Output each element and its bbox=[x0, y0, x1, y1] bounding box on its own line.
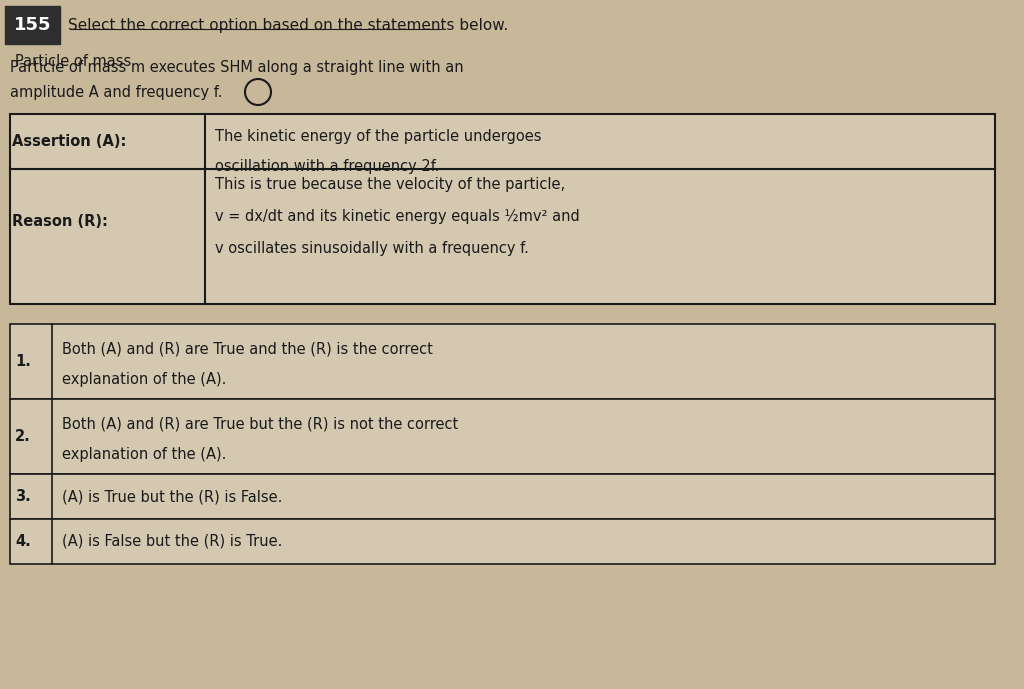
Polygon shape bbox=[10, 399, 995, 474]
Text: amplitude A and frequency f.: amplitude A and frequency f. bbox=[10, 85, 222, 99]
Text: Both (A) and (R) are True and the (R) is the correct: Both (A) and (R) are True and the (R) is… bbox=[62, 341, 433, 356]
Text: v oscillates sinusoidally with a frequency f.: v oscillates sinusoidally with a frequen… bbox=[215, 241, 528, 256]
FancyBboxPatch shape bbox=[5, 6, 60, 44]
Polygon shape bbox=[10, 324, 995, 399]
Text: (A) is False but the (R) is True.: (A) is False but the (R) is True. bbox=[62, 534, 283, 549]
Text: Particle of mass m executes SHM along a straight line with an: Particle of mass m executes SHM along a … bbox=[10, 59, 464, 74]
Text: The kinetic energy of the particle undergoes: The kinetic energy of the particle under… bbox=[215, 129, 542, 144]
Polygon shape bbox=[10, 519, 995, 564]
Text: 155: 155 bbox=[13, 16, 51, 34]
Text: 3.: 3. bbox=[15, 489, 31, 504]
Text: oscillation with a frequency 2f.: oscillation with a frequency 2f. bbox=[215, 159, 439, 174]
Text: 4.: 4. bbox=[15, 534, 31, 549]
Polygon shape bbox=[10, 114, 995, 304]
Text: Select the correct option based on the statements below.: Select the correct option based on the s… bbox=[68, 17, 508, 32]
Text: This is true because the velocity of the particle,: This is true because the velocity of the… bbox=[215, 177, 565, 192]
Text: explanation of the (A).: explanation of the (A). bbox=[62, 447, 226, 462]
Polygon shape bbox=[10, 474, 995, 519]
Text: 2.: 2. bbox=[15, 429, 31, 444]
Text: Assertion (A):: Assertion (A): bbox=[12, 134, 126, 149]
Text: v = dx/dt and its kinetic energy equals ½mv² and: v = dx/dt and its kinetic energy equals … bbox=[215, 209, 580, 224]
Text: Reason (R):: Reason (R): bbox=[12, 214, 108, 229]
Text: (A) is True but the (R) is False.: (A) is True but the (R) is False. bbox=[62, 489, 283, 504]
Text: explanation of the (A).: explanation of the (A). bbox=[62, 372, 226, 387]
Text: Both (A) and (R) are True but the (R) is not the correct: Both (A) and (R) are True but the (R) is… bbox=[62, 416, 459, 431]
Text: 1.: 1. bbox=[15, 354, 31, 369]
Text: Particle of mass: Particle of mass bbox=[15, 54, 136, 68]
